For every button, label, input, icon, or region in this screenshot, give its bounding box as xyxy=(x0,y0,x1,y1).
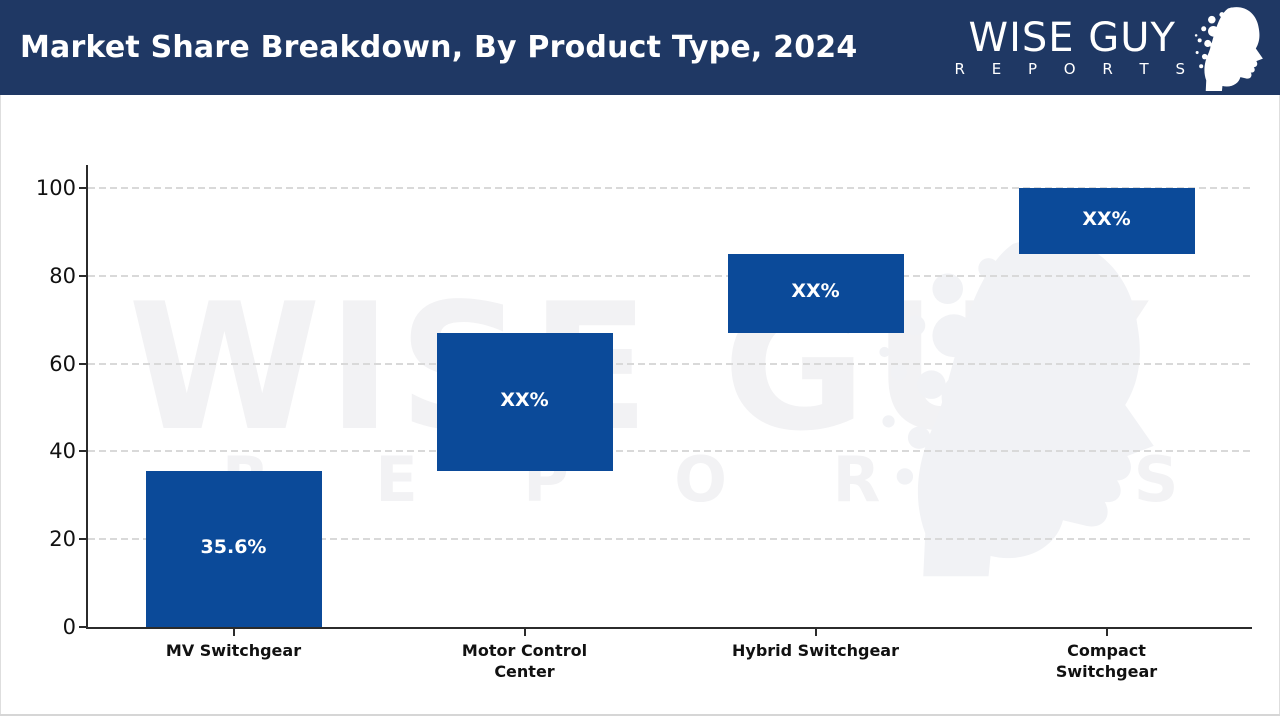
logo-wordmark: WISE GUY xyxy=(968,14,1176,61)
y-axis-line xyxy=(86,165,88,629)
x-tick-mark-2 xyxy=(523,629,526,636)
y-tick-mark-100 xyxy=(79,187,87,189)
header-bar: Market Share Breakdown, By Product Type,… xyxy=(0,0,1280,95)
x-axis-label-4: Compact Switchgear xyxy=(1055,641,1158,682)
x-axis-label-2: Motor Control Center xyxy=(461,641,588,682)
figure-border-left xyxy=(0,95,1,716)
bar-value-label-3: XX% xyxy=(791,280,840,303)
y-tick-label-0: 0 xyxy=(62,615,76,639)
y-tick-mark-60 xyxy=(79,362,87,365)
y-tick-label-100: 100 xyxy=(35,176,76,200)
gridline-60 xyxy=(88,362,1252,365)
y-tick-mark-40 xyxy=(79,450,87,453)
bar-value-label-4: XX% xyxy=(1082,207,1131,230)
logo-head-icon xyxy=(1190,5,1266,91)
x-axis-label-1: MV Switchgear xyxy=(165,641,302,660)
gridline-100 xyxy=(88,187,1252,189)
bar-4 xyxy=(1018,188,1195,254)
y-tick-mark-80 xyxy=(79,274,87,277)
gridline-40 xyxy=(88,450,1252,453)
gridline-20 xyxy=(88,538,1252,541)
x-axis-label-3: Hybrid Switchgear xyxy=(732,641,899,660)
figure-border-bottom xyxy=(0,714,1280,716)
logo-subtitle: R E P O R T S xyxy=(954,59,1196,78)
bar-3 xyxy=(727,253,904,333)
bar-value-label-2: XX% xyxy=(500,388,549,411)
gridline-80 xyxy=(88,274,1252,277)
bar-2 xyxy=(436,332,613,471)
watermark-head-icon xyxy=(860,227,1166,579)
chart-area: WISE GUY R E P O R T S 0 20 40 60 80 100 35.6%… xyxy=(0,95,1280,720)
bar-1 xyxy=(145,470,322,627)
logo-text: WISE GUY R E P O R T S xyxy=(949,18,1196,78)
y-tick-label-40: 40 xyxy=(49,439,76,464)
bar-value-label-1: 35.6% xyxy=(200,535,267,558)
y-tick-label-20: 20 xyxy=(49,527,76,552)
y-tick-label-80: 80 xyxy=(49,263,76,288)
x-tick-mark-4 xyxy=(1105,629,1108,636)
x-tick-mark-3 xyxy=(814,629,817,636)
y-tick-label-60: 60 xyxy=(49,351,76,376)
y-tick-mark-20 xyxy=(79,538,87,541)
x-tick-mark-1 xyxy=(232,629,235,636)
x-axis-line xyxy=(86,627,1252,629)
wise-guy-reports-logo: WISE GUY R E P O R T S xyxy=(949,5,1266,91)
page-title: Market Share Breakdown, By Product Type,… xyxy=(20,30,858,65)
y-tick-mark-0 xyxy=(79,626,87,628)
